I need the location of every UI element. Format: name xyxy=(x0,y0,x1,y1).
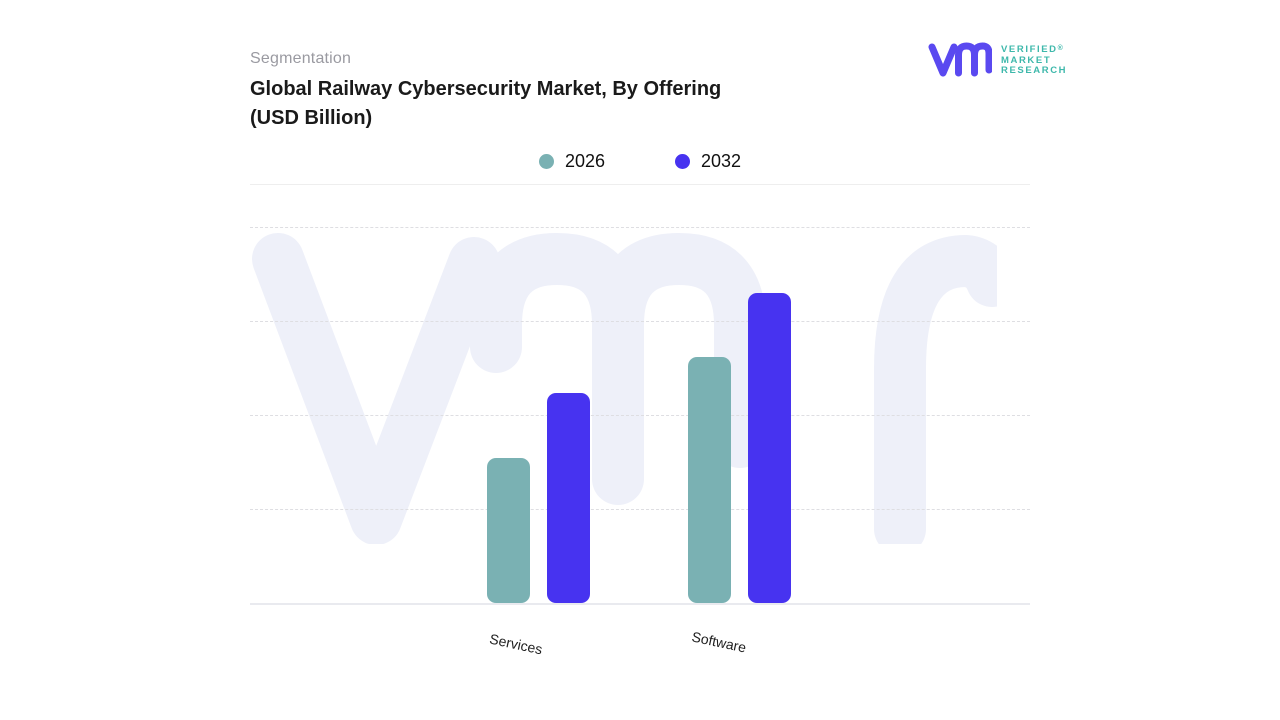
gridline xyxy=(250,227,1030,228)
legend-divider xyxy=(250,184,1030,185)
logo-word-verified: VERIFIED® xyxy=(1001,44,1063,55)
gridline xyxy=(250,415,1030,416)
gridline xyxy=(250,321,1030,322)
vmr-watermark-icon xyxy=(252,233,997,544)
chart-title-line2: (USD Billion) xyxy=(250,107,373,129)
chart-legend: 2026 2032 xyxy=(250,146,1030,176)
vmr-logo: VERIFIED® MARKET RESEARCH xyxy=(928,38,1067,80)
legend-item-2026: 2026 xyxy=(538,150,605,172)
bar-group-services xyxy=(487,393,590,603)
logo-word-research: RESEARCH xyxy=(1001,65,1068,76)
chart-title-line1: Global Railway Cybersecurity Market, By … xyxy=(250,78,722,100)
legend-item-2032: 2032 xyxy=(675,151,741,172)
vmr-logo-icon xyxy=(928,42,992,77)
x-axis-label-services: Services xyxy=(488,630,544,658)
legend-swatch-2032 xyxy=(675,153,690,169)
logo-word-market: MARKET xyxy=(1001,54,1052,66)
registered-mark: ® xyxy=(1057,45,1063,52)
legend-swatch-2026 xyxy=(538,153,554,169)
plot-area xyxy=(250,227,1030,605)
legend-label-2026: 2026 xyxy=(564,150,605,171)
chart-eyebrow: Segmentation xyxy=(250,50,352,67)
x-axis-label-software: Software xyxy=(690,628,748,656)
bar-software-2026 xyxy=(688,356,731,603)
bar-group-software xyxy=(688,292,791,603)
logo-wordmark: VERIFIED® MARKET RESEARCH xyxy=(1001,44,1068,77)
gridline xyxy=(250,509,1030,510)
bar-services-2032 xyxy=(547,393,590,603)
legend-label-2032: 2032 xyxy=(701,150,742,171)
chart-title: Global Railway Cybersecurity Market, By … xyxy=(250,75,810,133)
bar-services-2026 xyxy=(487,458,530,603)
bar-software-2032 xyxy=(748,292,791,603)
